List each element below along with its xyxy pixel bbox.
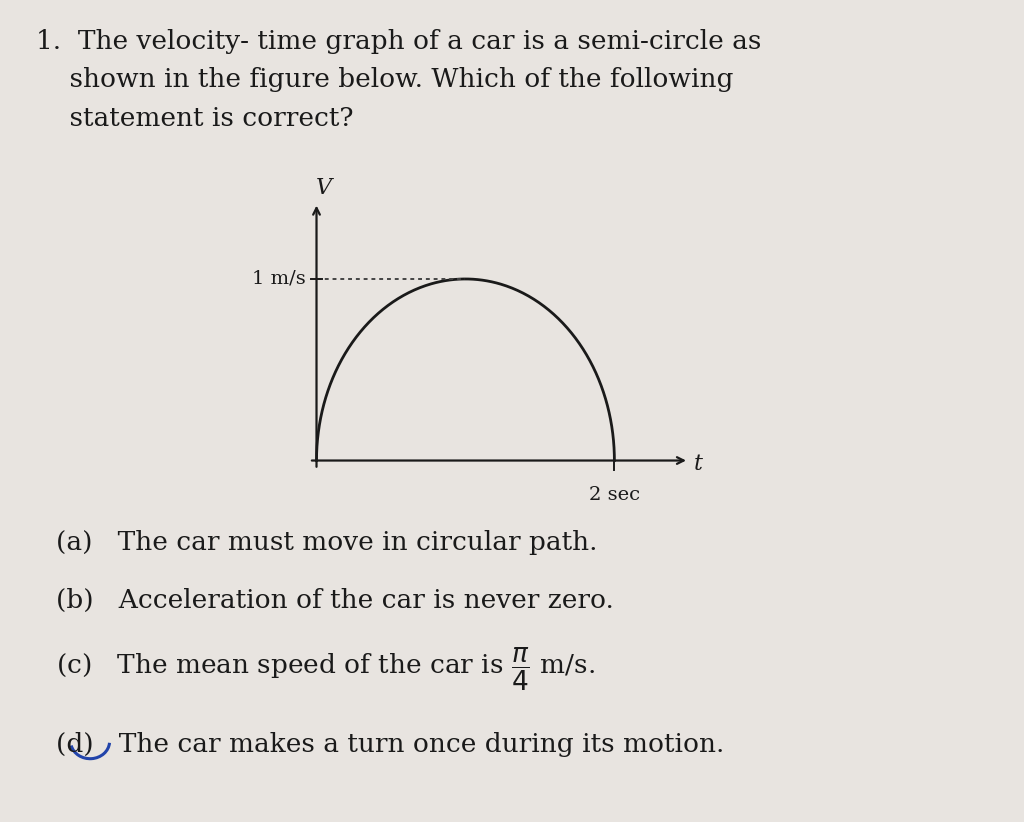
Text: (b)   Acceleration of the car is never zero.: (b) Acceleration of the car is never zer… xyxy=(56,588,614,612)
Text: (a)   The car must move in circular path.: (a) The car must move in circular path. xyxy=(56,530,598,555)
Text: t: t xyxy=(693,453,702,475)
Text: shown in the figure below. Which of the following: shown in the figure below. Which of the … xyxy=(36,67,733,92)
Text: (d)   The car makes a turn once during its motion.: (d) The car makes a turn once during its… xyxy=(56,732,725,756)
Text: 2 sec: 2 sec xyxy=(589,486,640,504)
Text: statement is correct?: statement is correct? xyxy=(36,106,353,131)
Text: 1 m/s: 1 m/s xyxy=(252,270,306,288)
Text: 1.  The velocity- time graph of a car is a semi-circle as: 1. The velocity- time graph of a car is … xyxy=(36,29,761,53)
Text: V: V xyxy=(315,177,332,199)
Text: (c)   The mean speed of the car is $\dfrac{\pi}{4}$ m/s.: (c) The mean speed of the car is $\dfrac… xyxy=(56,645,595,692)
